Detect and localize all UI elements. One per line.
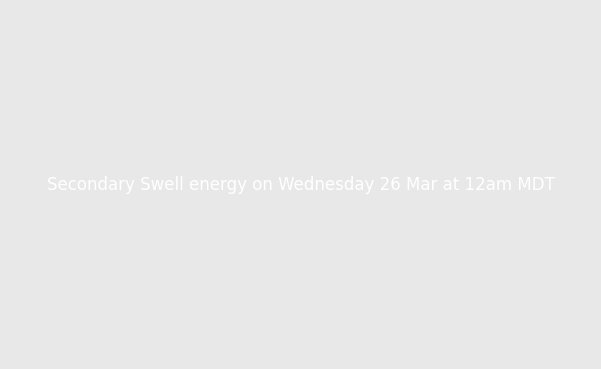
Text: Secondary Swell energy on Wednesday 26 Mar at 12am MDT: Secondary Swell energy on Wednesday 26 M…: [46, 176, 555, 193]
